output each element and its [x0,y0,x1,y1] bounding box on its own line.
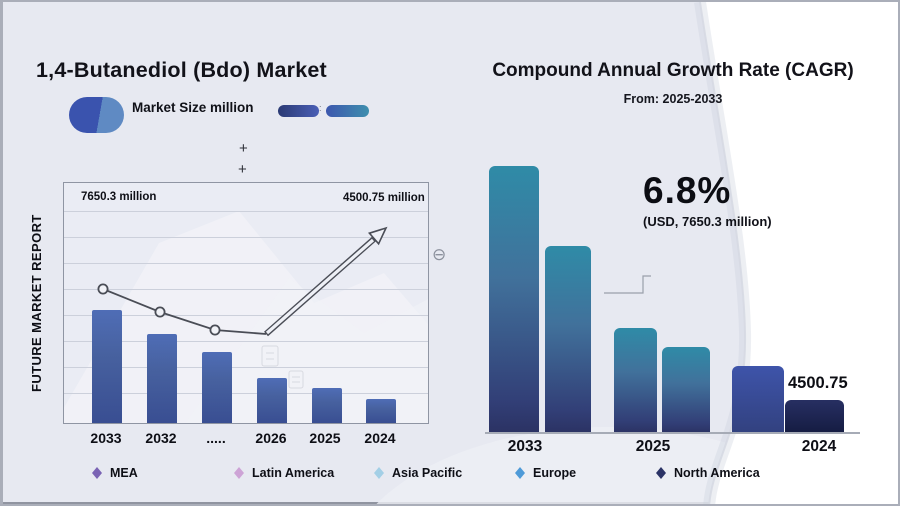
right-bar-2025-a [614,328,657,433]
legend-label-latin-america: Latin America [252,466,335,480]
legend-item-asia-pacific: Asia Pacific [374,466,462,480]
left-bar-2024 [366,399,396,423]
gridline [64,367,428,368]
left-x-label-2025: 2025 [309,430,341,446]
mini-pill-icon-right [326,105,369,117]
market-size-legend-label: Market Size million [132,100,254,115]
left-bar-dots [202,352,232,423]
left-x-label-2024: 2024 [364,430,396,446]
europe-diamond-icon [515,467,525,479]
market-size-pill-icon [69,97,124,133]
cagr-subtitle: From: 2025-2033 [623,92,723,106]
right-x-label-2033: 2033 [507,438,543,455]
legend-item-north-america: North America [656,466,760,480]
right-bar-2024-a [732,366,784,433]
legend-item-europe: Europe [515,466,576,480]
left-x-label-2026: 2026 [255,430,287,446]
cagr-title: Compound Annual Growth Rate (CAGR) [492,60,854,81]
legend-label-north-america: North America [674,466,760,480]
left-bar-2033 [92,310,122,423]
right-bar-2024-b [785,400,844,433]
left-x-label-dots: ..... [206,430,226,446]
left-chart-start-value: 7650.3 million [81,191,157,203]
gridline [64,211,428,212]
cagr-percentage: 6.8% [643,170,732,211]
left-chart-y-axis-label: FUTURE MARKET REPORT [29,214,44,392]
left-bar-2026 [257,378,287,423]
right-chart-axis-line [485,432,860,434]
left-x-label-2032: 2032 [145,430,177,446]
mea-diamond-icon [92,467,102,479]
legend-item-latin-america: Latin America [234,466,334,480]
pill-separator: : [319,103,322,113]
gridline [64,393,428,394]
right-x-label-2024: 2024 [801,438,837,455]
circle-minus-icon: ⊖ [432,245,447,264]
legend-label-mea: MEA [110,466,138,480]
left-x-label-2033: 2033 [90,430,122,446]
left-chart-panel [63,182,429,424]
gridline [64,263,428,264]
north-america-diamond-icon [656,467,666,479]
mini-pill-icon-left [278,105,319,117]
right-x-label-2025: 2025 [635,438,671,455]
left-chart-end-value: 4500.75 million [343,192,425,204]
right-bar-2033-a [489,166,539,433]
legend-label-asia-pacific: Asia Pacific [392,466,463,480]
right-chart-data-label: 4500.75 [788,374,848,392]
asia-pacific-diamond-icon [374,467,384,479]
plus-icon: + [238,161,247,178]
gridline [64,341,428,342]
left-bar-2025 [312,388,342,423]
page-title: 1,4-Butanediol (Bdo) Market [36,58,327,82]
plus-icon: + [239,140,248,157]
latin-america-diamond-icon [234,467,244,479]
legend-item-mea: MEA [92,466,138,480]
right-bar-2025-b [662,347,710,433]
gridline [64,289,428,290]
right-bar-2033-b [545,246,591,433]
gridline [64,237,428,238]
cagr-usd-note: (USD, 7650.3 million) [643,214,772,229]
left-bar-2032 [147,334,177,423]
legend-label-europe: Europe [533,466,577,480]
